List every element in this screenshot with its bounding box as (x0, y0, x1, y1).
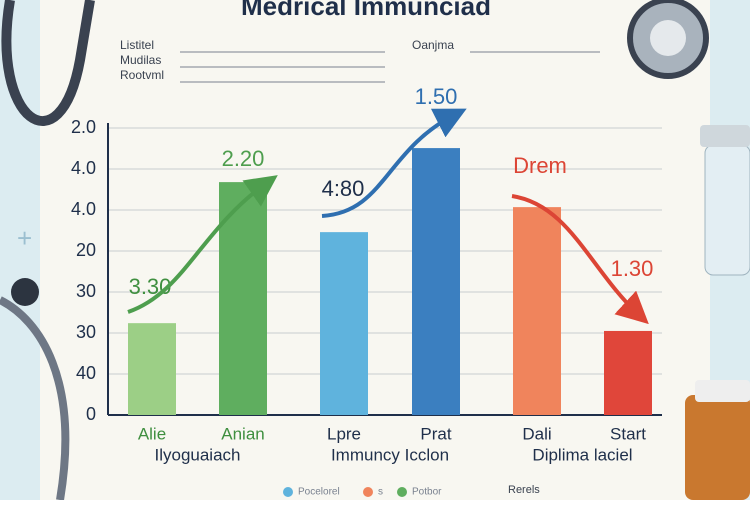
paper (40, 0, 710, 500)
y-tick-label: 0 (86, 404, 96, 424)
group-label: Ilyoguaiach (154, 445, 240, 464)
header-field: Rootvml (120, 68, 164, 82)
legend-label: Pocelorel (298, 487, 340, 498)
header-field: Listitel (120, 38, 154, 52)
group-label: Immuncy Icclon (331, 445, 449, 464)
chart-title: Medrical Immunciad (241, 0, 491, 21)
pill-bottle (685, 395, 750, 500)
legend-label: Potbor (412, 487, 442, 498)
y-tick-label: 4.0 (71, 199, 96, 219)
plus-icon: + (17, 223, 32, 253)
y-tick-label: 30 (76, 281, 96, 301)
annotation: 4:80 (322, 176, 365, 201)
stethoscope-tube (1, 0, 95, 126)
annotation: Drem (513, 153, 567, 178)
y-tick-label: 20 (76, 240, 96, 260)
x-tick-label: Prat (420, 424, 451, 443)
group-label: Diplima laciel (532, 445, 632, 464)
legend-note: Rerels (508, 484, 540, 496)
stethoscope-tube (0, 296, 70, 501)
header-field: Oanjma (412, 38, 454, 52)
annotation: 2.20 (222, 146, 265, 171)
trend-arrow (127, 175, 278, 314)
annotation: 1.50 (415, 84, 458, 109)
stethoscope-head (650, 20, 686, 56)
legend-marker (363, 487, 373, 497)
bar (320, 232, 368, 415)
annotation: 3.30 (129, 274, 172, 299)
x-tick-label: Start (610, 424, 646, 443)
y-tick-label: 40 (76, 363, 96, 383)
bar (128, 323, 176, 415)
plot: 0 40 30 30 20 4.0 4.0 2.0 Alie 3.30 Anian 2.20 Lpre 4… (71, 84, 662, 464)
x-tick-label: Dali (522, 424, 551, 443)
header-field: Mudilas (120, 53, 161, 67)
x-tick-label: Alie (138, 424, 166, 443)
x-tick-label: Anian (221, 424, 264, 443)
legend-marker (283, 487, 293, 497)
bar (513, 207, 561, 415)
y-tick-label: 30 (76, 322, 96, 342)
x-tick-label: Lpre (327, 424, 361, 443)
bar (604, 330, 652, 415)
legend-marker (397, 487, 407, 497)
stethoscope-head (11, 278, 39, 306)
trend-arrow (511, 194, 649, 325)
legend-label: s (378, 487, 383, 498)
y-tick-label: 2.0 (71, 117, 96, 137)
vial (704, 144, 750, 276)
vial-cap (700, 125, 750, 147)
pill-bottle-cap (695, 380, 750, 402)
y-tick-label: 4.0 (71, 158, 96, 178)
bar (412, 148, 460, 415)
annotation: 1.30 (611, 256, 654, 281)
trend-arrow (321, 108, 467, 218)
